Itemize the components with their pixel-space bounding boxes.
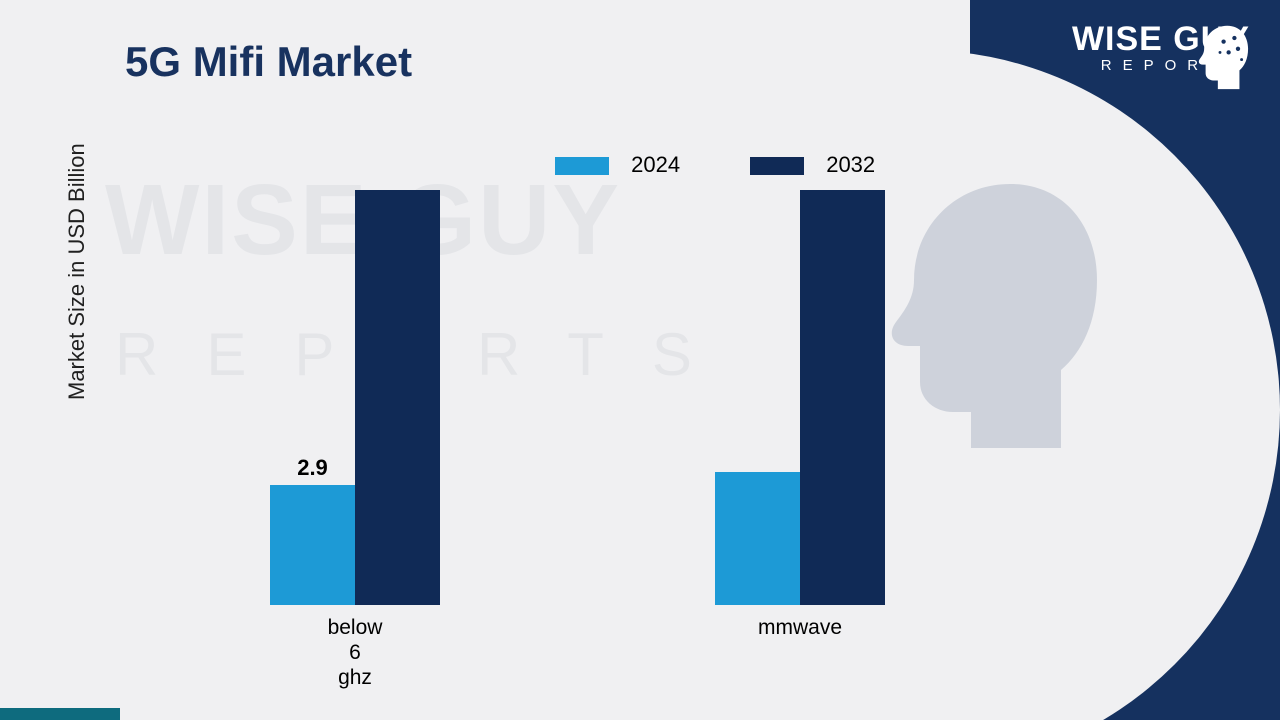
bottom-accent-bar [0, 708, 120, 720]
bar [270, 485, 355, 605]
legend: 2024 2032 [555, 152, 875, 178]
legend-item: 2032 [750, 152, 875, 178]
legend-swatch [750, 157, 804, 175]
chart-plot-area: 2.9 [110, 190, 1090, 605]
chart-stage: WISE GUY REPORTS 5G Mifi Market WISE GUY… [0, 0, 1280, 720]
legend-item: 2024 [555, 152, 680, 178]
bar [800, 190, 885, 605]
x-axis-category-label: below6ghz [295, 615, 415, 691]
legend-label: 2032 [826, 152, 875, 177]
chart-title: 5G Mifi Market [125, 38, 412, 86]
legend-label: 2024 [631, 152, 680, 177]
x-axis-category-label: mmwave [740, 615, 860, 640]
bar [715, 472, 800, 605]
bar [355, 190, 440, 605]
logo-head-icon [1184, 20, 1256, 92]
bar-value-label: 2.9 [283, 455, 343, 481]
brand-logo: WISE GUY REPORTS [1072, 20, 1250, 74]
legend-swatch [555, 157, 609, 175]
y-axis-label: Market Size in USD Billion [64, 143, 90, 400]
